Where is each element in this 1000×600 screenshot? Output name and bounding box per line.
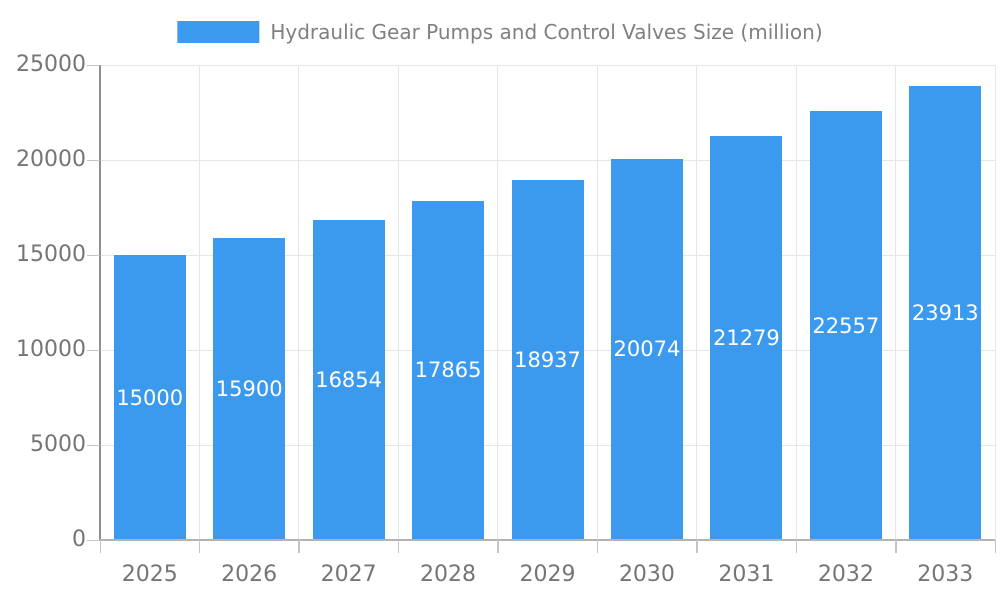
x-tick-mark — [895, 540, 897, 553]
y-tick-mark — [87, 254, 100, 256]
bar-value-label: 17865 — [414, 358, 482, 383]
vertical-gridline — [497, 65, 499, 540]
y-tick-label: 15000 — [16, 242, 86, 267]
vertical-gridline — [895, 65, 897, 540]
bar: 15900 — [213, 237, 286, 540]
legend-label: Hydraulic Gear Pumps and Control Valves … — [270, 20, 823, 44]
x-tick-mark — [99, 540, 101, 553]
bar-value-label: 15000 — [116, 385, 184, 410]
y-tick-mark — [87, 159, 100, 161]
horizontal-gridline — [100, 64, 995, 66]
chart-legend: Hydraulic Gear Pumps and Control Valves … — [177, 19, 823, 45]
x-tick-label: 2026 — [221, 562, 278, 587]
y-tick-mark — [87, 64, 100, 66]
x-tick-label: 2030 — [618, 562, 675, 587]
bar: 20074 — [610, 158, 683, 540]
x-tick-mark — [795, 540, 798, 553]
bar-value-label: 20074 — [613, 337, 681, 362]
x-tick-mark — [298, 540, 300, 553]
x-tick-mark — [397, 540, 400, 553]
x-tick-label: 2031 — [718, 562, 775, 587]
bar: 22557 — [809, 111, 882, 540]
bar: 17865 — [412, 200, 485, 540]
bar: 18937 — [511, 180, 584, 540]
vertical-gridline — [696, 65, 698, 540]
bar-value-label: 23913 — [911, 300, 979, 325]
y-tick-label: 5000 — [30, 432, 86, 457]
bar-value-label: 21279 — [712, 325, 780, 350]
vertical-gridline — [795, 65, 797, 540]
x-tick-mark — [994, 540, 996, 553]
y-tick-label: 25000 — [16, 52, 86, 77]
x-tick-label: 2027 — [320, 562, 377, 587]
vertical-gridline — [994, 65, 996, 540]
bar: 15000 — [113, 255, 186, 540]
vertical-gridline — [397, 65, 399, 540]
bar-value-label: 18937 — [514, 348, 581, 373]
vertical-gridline — [198, 65, 200, 540]
y-tick-mark — [87, 349, 100, 351]
x-tick-label: 2032 — [817, 562, 874, 587]
y-tick-mark — [87, 539, 100, 541]
x-tick-mark — [696, 540, 698, 553]
y-tick-mark — [87, 444, 100, 446]
legend-swatch — [177, 21, 260, 43]
bar: 23913 — [909, 85, 982, 540]
bar-value-label: 15900 — [215, 376, 283, 401]
x-tick-mark — [198, 540, 201, 553]
bar: 16854 — [312, 219, 385, 540]
x-tick-mark — [596, 540, 599, 553]
y-axis-line — [99, 65, 101, 540]
vertical-gridline — [596, 65, 598, 540]
x-tick-label: 2029 — [519, 562, 576, 587]
y-tick-label: 20000 — [16, 147, 86, 172]
x-tick-mark — [497, 540, 499, 553]
horizontal-gridline — [100, 159, 995, 161]
bar-value-label: 16854 — [315, 367, 383, 392]
y-tick-label: 0 — [72, 527, 86, 552]
y-tick-label: 10000 — [16, 337, 86, 362]
bar: 21279 — [710, 135, 783, 540]
vertical-gridline — [298, 65, 300, 540]
plot-area: 15000 15900 16854 17865 18937 20074 21279 22557… — [100, 64, 996, 540]
x-tick-label: 2025 — [121, 562, 178, 587]
bar-value-label: 22557 — [812, 313, 880, 338]
x-axis-line — [100, 539, 995, 541]
x-tick-label: 2028 — [420, 562, 477, 587]
x-tick-label: 2033 — [917, 562, 974, 587]
